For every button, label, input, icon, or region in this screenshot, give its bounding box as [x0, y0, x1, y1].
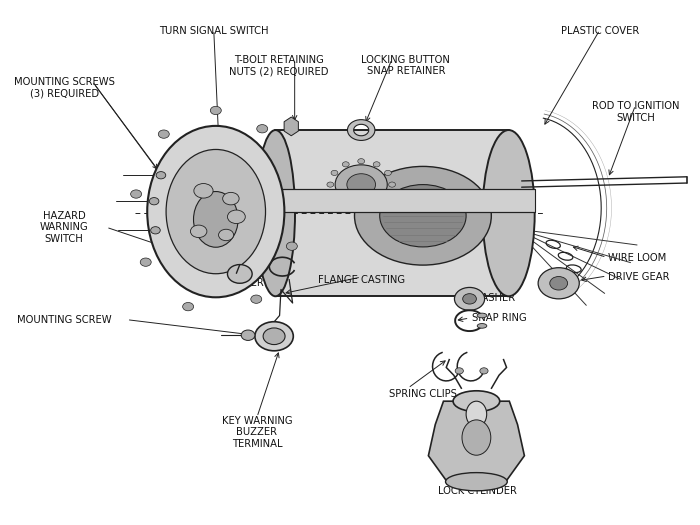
Polygon shape: [284, 117, 298, 136]
Text: T-BOLT RETAINING
NUTS (2) REQUIRED: T-BOLT RETAINING NUTS (2) REQUIRED: [229, 55, 328, 76]
Circle shape: [228, 210, 245, 224]
Circle shape: [194, 184, 213, 198]
Text: FLANGE CASTING: FLANGE CASTING: [318, 276, 405, 286]
Circle shape: [480, 368, 488, 374]
Circle shape: [384, 194, 391, 199]
Ellipse shape: [256, 130, 295, 296]
Circle shape: [358, 205, 365, 211]
Circle shape: [158, 130, 169, 138]
Text: SNAP RING
RETAINER: SNAP RING RETAINER: [212, 266, 267, 288]
Text: WASHER: WASHER: [473, 293, 515, 303]
Ellipse shape: [193, 192, 238, 247]
Ellipse shape: [354, 166, 491, 265]
Text: HAZARD
WARNING
SWITCH: HAZARD WARNING SWITCH: [40, 211, 89, 244]
Ellipse shape: [166, 150, 265, 274]
Circle shape: [335, 165, 387, 204]
Circle shape: [228, 265, 252, 284]
Circle shape: [384, 170, 391, 175]
Ellipse shape: [462, 420, 491, 455]
Circle shape: [389, 182, 396, 187]
Text: WIRE LOOM: WIRE LOOM: [608, 254, 666, 264]
Circle shape: [455, 368, 463, 374]
Text: MOUNTING SCREW: MOUNTING SCREW: [17, 314, 111, 324]
Ellipse shape: [147, 126, 284, 297]
Circle shape: [263, 328, 285, 344]
Ellipse shape: [482, 130, 535, 296]
Ellipse shape: [477, 313, 486, 318]
Circle shape: [150, 227, 160, 234]
Text: PLASTIC COVER: PLASTIC COVER: [561, 26, 639, 36]
Circle shape: [454, 287, 484, 310]
Ellipse shape: [445, 472, 507, 491]
Circle shape: [140, 258, 151, 266]
Circle shape: [358, 159, 365, 164]
Circle shape: [373, 202, 380, 207]
Circle shape: [156, 172, 166, 179]
Text: TURN SIGNAL SWITCH: TURN SIGNAL SWITCH: [159, 26, 269, 36]
Circle shape: [257, 124, 267, 133]
Text: LOCKING BUTTON
SNAP RETAINER: LOCKING BUTTON SNAP RETAINER: [361, 55, 450, 76]
Polygon shape: [428, 401, 524, 484]
Circle shape: [538, 268, 580, 299]
Text: ROD TO IGNITION
SWITCH: ROD TO IGNITION SWITCH: [592, 101, 679, 123]
Circle shape: [331, 194, 338, 199]
Ellipse shape: [379, 185, 466, 247]
Circle shape: [251, 295, 262, 303]
FancyBboxPatch shape: [231, 189, 535, 212]
Circle shape: [255, 322, 293, 351]
Circle shape: [463, 293, 477, 304]
Text: SNAP RING: SNAP RING: [473, 313, 527, 323]
Circle shape: [241, 330, 255, 340]
Circle shape: [342, 162, 349, 167]
Circle shape: [190, 225, 207, 238]
Circle shape: [373, 162, 380, 167]
Text: SPRING CLIPS: SPRING CLIPS: [389, 388, 457, 398]
Circle shape: [286, 242, 297, 250]
Circle shape: [183, 302, 194, 311]
Circle shape: [223, 192, 239, 205]
Circle shape: [327, 182, 334, 187]
Circle shape: [149, 197, 159, 205]
Ellipse shape: [453, 391, 500, 412]
Circle shape: [331, 170, 338, 175]
Circle shape: [550, 277, 568, 290]
Circle shape: [131, 190, 141, 198]
Text: MOUNTING SCREWS
(3) REQUIRED: MOUNTING SCREWS (3) REQUIRED: [14, 77, 115, 98]
FancyBboxPatch shape: [276, 130, 509, 296]
Text: DRIVE GEAR: DRIVE GEAR: [608, 272, 670, 282]
Circle shape: [347, 174, 375, 195]
Ellipse shape: [477, 323, 486, 328]
Circle shape: [210, 106, 221, 114]
Text: LOCK CYLINDER: LOCK CYLINDER: [438, 486, 517, 496]
Circle shape: [218, 229, 234, 240]
Text: KEY WARNING
BUZZER
TERMINAL: KEY WARNING BUZZER TERMINAL: [222, 416, 293, 449]
Ellipse shape: [466, 401, 486, 427]
Circle shape: [342, 202, 349, 207]
